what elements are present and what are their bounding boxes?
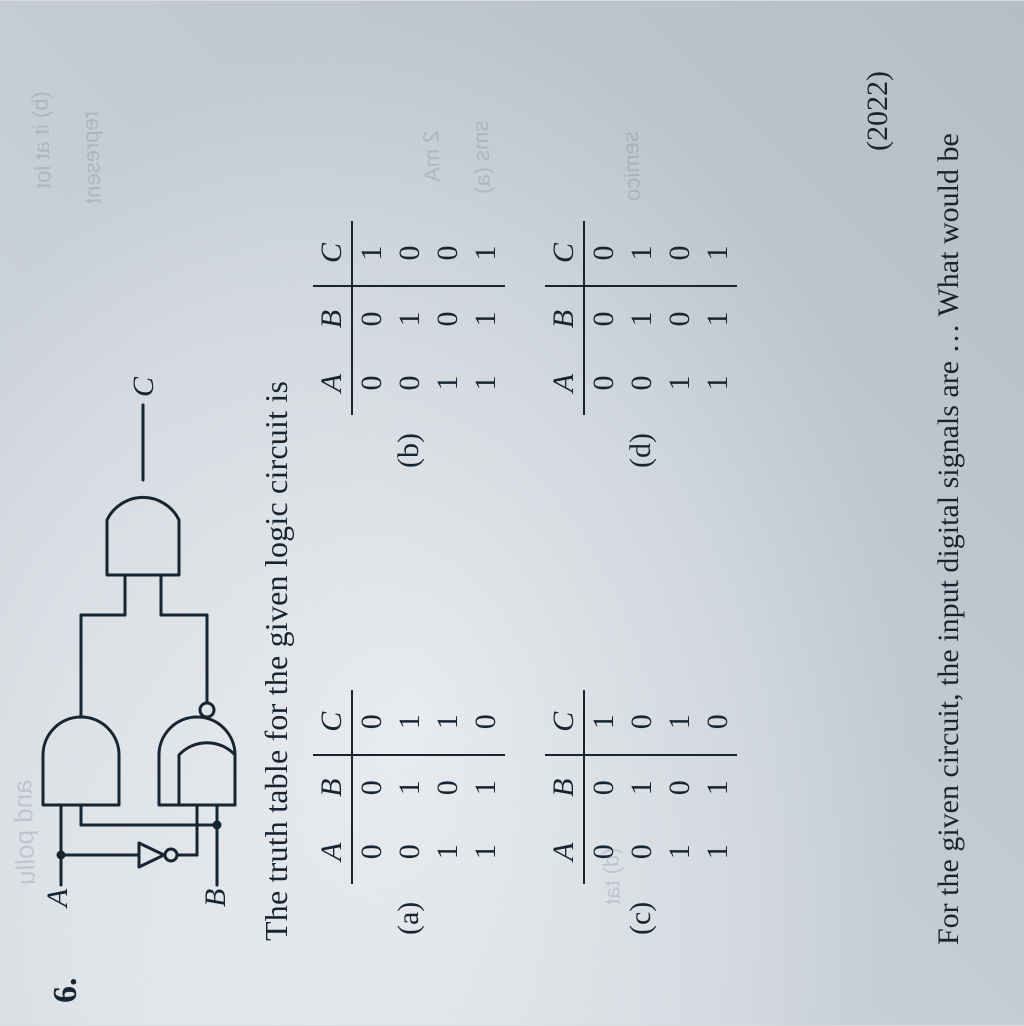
question-text: The truth table for the given logic circ… (258, 61, 295, 941)
input-a-label: A (41, 888, 74, 909)
options-grid: (a) A B C 000 011 101 110 (b) A B C (313, 61, 737, 935)
col-header: C (313, 690, 352, 755)
table-row: 110 (699, 690, 737, 884)
option-a-label: (a) (392, 902, 426, 935)
col-header: A (545, 351, 584, 415)
year-tag: (2022) (861, 71, 895, 151)
table-row: 001 (352, 221, 391, 415)
truth-table-a: A B C 000 011 101 110 (313, 690, 505, 884)
logic-circuit-diagram: A B (29, 61, 244, 915)
col-header: A (313, 351, 352, 415)
col-header: C (545, 690, 584, 755)
table-row: 001 (584, 690, 623, 884)
table-row: 011 (391, 690, 429, 884)
option-c-label: (c) (624, 902, 658, 935)
col-header: B (545, 755, 584, 820)
col-header: A (313, 820, 352, 884)
option-b: (b) A B C 001 010 100 111 (313, 61, 505, 468)
table-row: 110 (467, 690, 505, 884)
input-b-label: B (199, 889, 232, 907)
table-row: 000 (352, 690, 391, 884)
question-number: 6. (47, 978, 85, 1004)
table-row: 010 (391, 221, 429, 415)
truth-table-c: A B C 001 010 101 110 (545, 690, 737, 884)
table-row: 011 (623, 221, 661, 415)
table-row: 100 (429, 221, 467, 415)
output-c-label: C (127, 376, 160, 397)
page: 6. and pollu represent (b) it at lot 2 m… (0, 1, 1024, 1025)
table-row: 111 (467, 221, 505, 415)
table-row: 111 (699, 221, 737, 415)
circuit-svg: A B (29, 355, 239, 915)
col-header: C (545, 221, 584, 286)
table-row: 101 (661, 690, 699, 884)
col-header: B (313, 286, 352, 351)
table-row: 010 (623, 690, 661, 884)
option-d-label: (d) (624, 433, 658, 468)
col-header: B (545, 286, 584, 351)
option-b-label: (b) (392, 433, 426, 468)
table-row: 100 (661, 221, 699, 415)
option-d: (d) A B C 000 011 100 111 (545, 61, 737, 468)
option-c: (c) A B C 001 010 101 110 (545, 528, 737, 935)
col-header: A (545, 820, 584, 884)
truth-table-b: A B C 001 010 100 111 (313, 221, 505, 415)
table-row: 000 (584, 221, 623, 415)
next-question-fragment: For the given circuit, the input digital… (929, 61, 970, 945)
col-header: C (313, 221, 352, 286)
option-a: (a) A B C 000 011 101 110 (313, 528, 505, 935)
col-header: B (313, 755, 352, 820)
truth-table-d: A B C 000 011 100 111 (545, 221, 737, 415)
table-row: 101 (429, 690, 467, 884)
